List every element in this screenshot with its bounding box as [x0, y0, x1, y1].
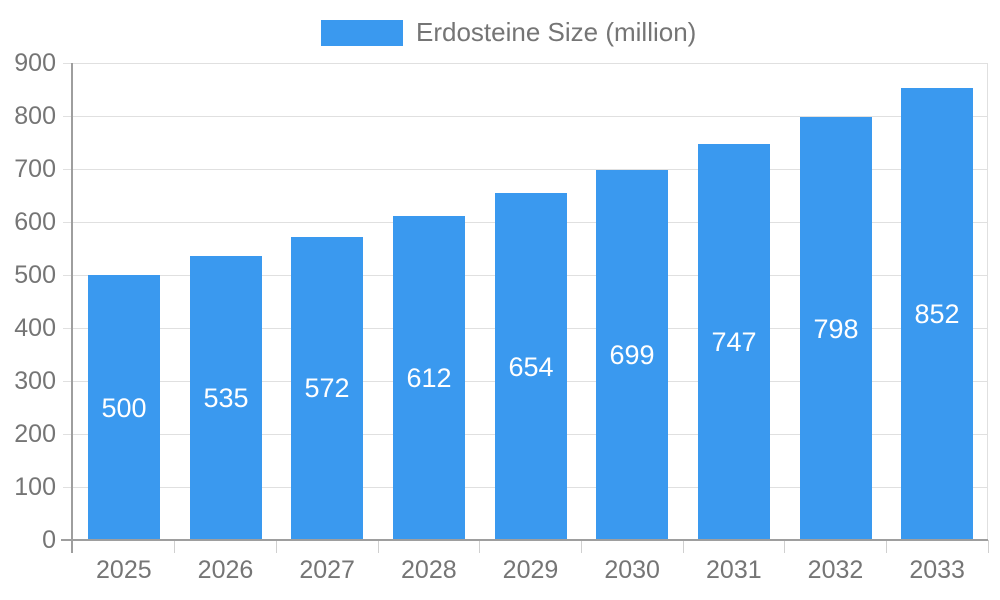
bar[interactable] [190, 256, 262, 540]
x-axis-tick [580, 540, 582, 553]
gridline [73, 115, 988, 117]
x-tick-label: 2031 [706, 556, 762, 584]
bar[interactable] [901, 88, 973, 540]
y-tick-label: 200 [14, 420, 56, 448]
x-tick-label: 2032 [807, 556, 864, 584]
x-tick-label: 2028 [401, 556, 457, 584]
x-axis-tick [377, 540, 379, 553]
bar[interactable] [291, 236, 363, 540]
bar-value-label: 699 [609, 340, 655, 370]
y-tick-label: 300 [14, 367, 56, 395]
legend[interactable]: Erdosteine Size (million) [321, 17, 696, 48]
y-tick-label: 0 [42, 526, 56, 554]
legend-swatch [321, 19, 403, 46]
y-axis-tick [63, 221, 73, 223]
bar[interactable] [88, 275, 160, 540]
y-axis-tick [63, 486, 73, 488]
y-tick-label: 800 [14, 102, 56, 130]
y-tick-label: 100 [14, 473, 56, 501]
bar-value-label: 612 [406, 363, 452, 393]
bar-value-label: 852 [914, 299, 960, 329]
x-tick-label: 2027 [299, 556, 355, 584]
x-axis-tick [174, 540, 176, 553]
y-axis-tick [63, 168, 73, 170]
y-tick-label: 700 [14, 155, 56, 183]
y-axis-line [71, 63, 73, 553]
x-axis-tick [784, 540, 786, 553]
bar-value-label: 798 [813, 314, 859, 344]
x-axis-tick [682, 540, 684, 553]
y-axis-tick [63, 115, 73, 117]
y-tick-label: 900 [14, 49, 56, 77]
x-tick-label: 2030 [604, 556, 660, 584]
bar[interactable] [800, 117, 872, 540]
x-axis-tick [885, 540, 887, 553]
bar[interactable] [596, 169, 668, 540]
bar-value-label: 572 [304, 373, 350, 403]
y-tick-label: 600 [14, 208, 56, 236]
gridline [73, 168, 988, 170]
x-tick-label: 2025 [96, 556, 152, 584]
bar[interactable] [698, 144, 770, 540]
gridline [73, 62, 988, 64]
legend-label: Erdosteine Size (million) [416, 17, 697, 47]
bar[interactable] [495, 193, 567, 540]
y-axis-tick [63, 433, 73, 435]
y-tick-label: 500 [14, 261, 56, 289]
plot-right-border [987, 63, 988, 540]
y-tick-label: 400 [14, 314, 56, 342]
bar[interactable] [393, 215, 465, 540]
bar-value-label: 535 [203, 383, 249, 413]
y-axis-tick [63, 380, 73, 382]
bar-value-label: 500 [101, 393, 147, 423]
x-axis-line [61, 539, 988, 541]
y-axis-tick [63, 62, 73, 64]
bar-value-label: 654 [508, 352, 554, 382]
y-axis-tick [63, 274, 73, 276]
y-axis-tick [63, 327, 73, 329]
x-axis-tick [275, 540, 277, 553]
x-tick-label: 2033 [909, 556, 965, 584]
x-tick-label: 2029 [502, 556, 559, 584]
bar-value-label: 747 [711, 327, 757, 357]
x-axis-tick [987, 540, 989, 553]
x-axis-tick [479, 540, 481, 553]
x-tick-label: 2026 [197, 556, 254, 584]
